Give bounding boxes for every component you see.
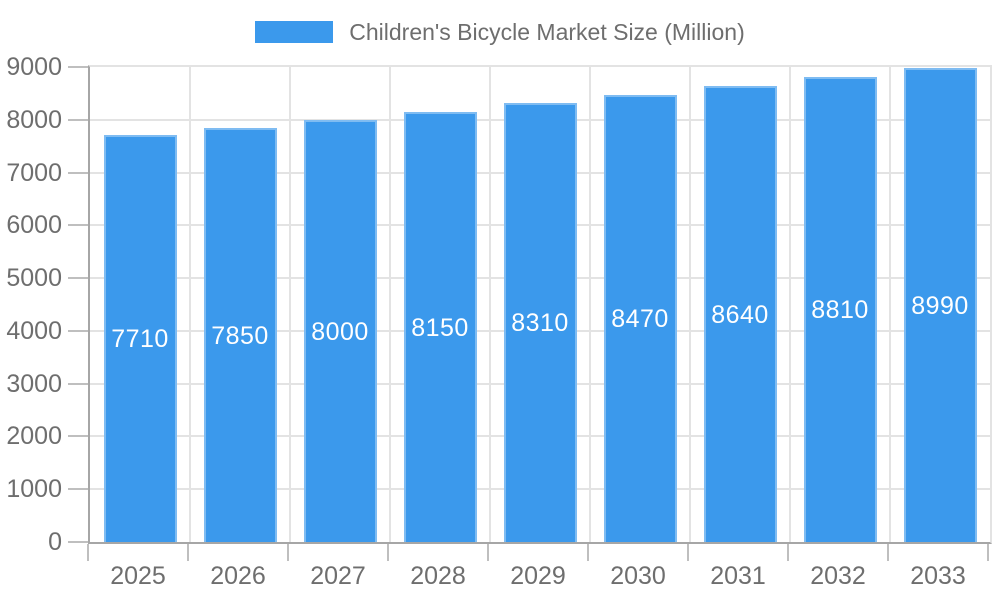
x-axis-tick bbox=[187, 544, 189, 561]
bar[interactable]: 8150 bbox=[403, 112, 477, 542]
y-axis-label: 7000 bbox=[6, 158, 62, 187]
y-axis-tick bbox=[68, 224, 88, 227]
y-axis-tick bbox=[68, 277, 88, 280]
legend-label[interactable]: Children's Bicycle Market Size (Million) bbox=[349, 19, 745, 45]
x-axis-label: 2030 bbox=[610, 562, 666, 590]
y-axis-label: 9000 bbox=[6, 53, 62, 81]
v-gridline bbox=[189, 67, 191, 542]
v-gridline bbox=[689, 67, 691, 542]
x-axis-label: 2031 bbox=[710, 562, 766, 590]
y-axis-label: 5000 bbox=[6, 264, 62, 293]
y-axis-label: 3000 bbox=[6, 369, 62, 398]
plot-area: 7710 7850 8000 8150 8310 8470 8640 8810 8990 bbox=[88, 65, 992, 544]
v-gridline bbox=[389, 67, 391, 542]
bar-value-label: 7710 bbox=[111, 325, 169, 353]
y-axis-tick bbox=[68, 541, 88, 543]
x-axis-label: 2027 bbox=[310, 562, 366, 590]
x-axis-tick bbox=[587, 544, 589, 561]
y-axis-tick bbox=[68, 66, 88, 68]
y-axis-label: 4000 bbox=[6, 316, 62, 345]
bar[interactable]: 7850 bbox=[203, 128, 277, 542]
x-axis-tick bbox=[987, 544, 989, 561]
bar[interactable]: 8470 bbox=[603, 95, 677, 542]
x-axis-tick bbox=[387, 544, 389, 561]
bar-value-label: 8990 bbox=[911, 291, 969, 320]
y-axis-tick bbox=[68, 118, 88, 121]
bar-value-label: 8310 bbox=[511, 309, 569, 337]
v-gridline bbox=[289, 67, 291, 542]
x-axis-label: 2026 bbox=[210, 562, 266, 590]
x-axis-tick bbox=[687, 544, 689, 561]
y-axis-tick bbox=[68, 171, 88, 174]
v-gridline bbox=[789, 67, 791, 542]
x-axis-tick bbox=[487, 544, 489, 561]
v-gridline bbox=[889, 67, 891, 542]
legend-swatch[interactable] bbox=[255, 21, 334, 43]
y-axis-tick bbox=[68, 488, 88, 491]
y-axis-label: 8000 bbox=[6, 105, 62, 134]
bar[interactable]: 8810 bbox=[803, 77, 877, 542]
y-axis-tick bbox=[68, 329, 88, 332]
bar-value-label: 8150 bbox=[411, 313, 469, 342]
y-axis-label: 6000 bbox=[6, 211, 62, 240]
x-axis-tick bbox=[87, 544, 89, 561]
x-axis-tick bbox=[887, 544, 889, 561]
bar-value-label: 8810 bbox=[811, 296, 869, 324]
x-axis-label: 2032 bbox=[810, 562, 866, 590]
v-gridline bbox=[589, 67, 591, 542]
x-axis-label: 2025 bbox=[110, 562, 166, 590]
y-axis-tick bbox=[68, 382, 88, 385]
bar[interactable]: 8640 bbox=[703, 86, 777, 542]
bar[interactable]: 7710 bbox=[103, 135, 177, 542]
x-axis-tick bbox=[787, 544, 789, 561]
y-axis-tick bbox=[68, 435, 88, 438]
x-axis-label: 2028 bbox=[410, 562, 466, 590]
bar-value-label: 8640 bbox=[711, 300, 769, 329]
chart-legend: Children's Bicycle Market Size (Million) bbox=[0, 19, 1000, 45]
y-axis-label: 2000 bbox=[6, 422, 62, 451]
bar[interactable]: 8310 bbox=[503, 103, 577, 542]
x-axis-label: 2029 bbox=[510, 562, 566, 590]
y-axis-label: 1000 bbox=[6, 475, 62, 504]
v-gridline bbox=[489, 67, 491, 542]
bar-value-label: 8470 bbox=[611, 305, 669, 333]
bar[interactable]: 8000 bbox=[303, 120, 377, 542]
x-axis-tick bbox=[287, 544, 289, 561]
bar[interactable]: 8990 bbox=[903, 68, 977, 542]
y-axis-label: 0 bbox=[48, 528, 62, 556]
x-axis-label: 2033 bbox=[910, 562, 966, 590]
bar-value-label: 8000 bbox=[311, 317, 369, 346]
bar-value-label: 7850 bbox=[211, 321, 269, 350]
